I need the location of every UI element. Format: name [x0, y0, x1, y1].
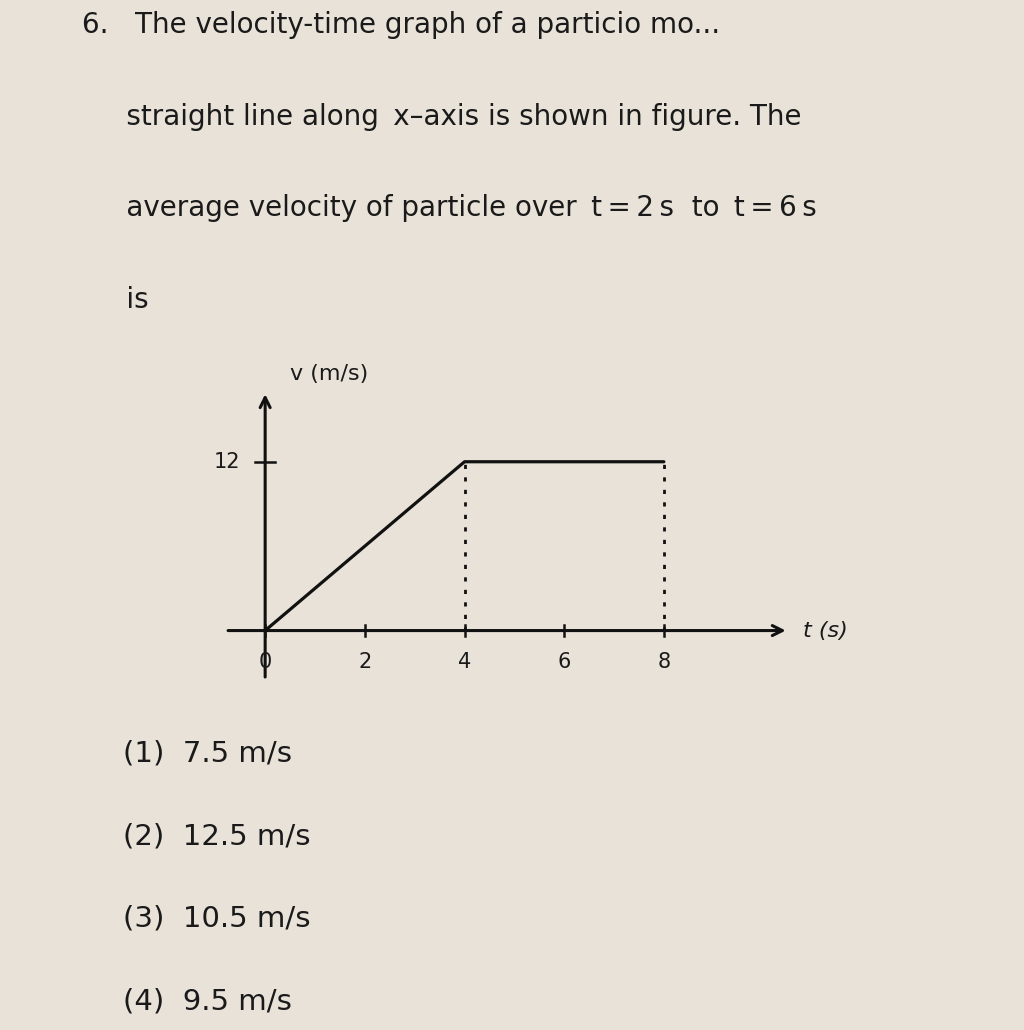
- Text: 12: 12: [214, 452, 241, 472]
- Text: 2: 2: [358, 652, 372, 672]
- Text: 8: 8: [657, 652, 671, 672]
- Text: (3)  10.5 m/s: (3) 10.5 m/s: [123, 904, 310, 933]
- Text: (2)  12.5 m/s: (2) 12.5 m/s: [123, 822, 310, 851]
- Text: (4)  9.5 m/s: (4) 9.5 m/s: [123, 987, 292, 1016]
- Text: average velocity of particle over  t = 2 s  to  t = 6 s: average velocity of particle over t = 2 …: [82, 195, 817, 222]
- Text: v (m/s): v (m/s): [290, 365, 369, 384]
- Text: 6.   The velocity-time graph of a particio mo...: 6. The velocity-time graph of a particio…: [82, 11, 720, 39]
- Text: (1)  7.5 m/s: (1) 7.5 m/s: [123, 740, 292, 768]
- Text: 4: 4: [458, 652, 471, 672]
- Text: straight line along  x–axis is shown in figure. The: straight line along x–axis is shown in f…: [82, 103, 802, 131]
- Text: 6: 6: [557, 652, 571, 672]
- Text: t (s): t (s): [804, 620, 848, 641]
- Text: is: is: [82, 286, 148, 314]
- Text: 0: 0: [258, 652, 271, 672]
